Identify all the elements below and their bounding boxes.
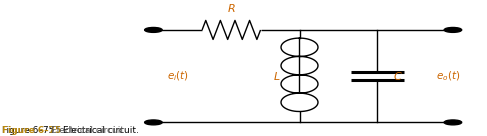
Text: Figure 6–75   Electrical circuit.: Figure 6–75 Electrical circuit. [2, 126, 139, 135]
Text: Figure 6–75: Figure 6–75 [2, 126, 62, 135]
Text: $L$: $L$ [274, 70, 281, 82]
Circle shape [444, 120, 462, 125]
Circle shape [145, 120, 162, 125]
Text: Electrical circuit.: Electrical circuit. [51, 126, 127, 135]
Text: $R$: $R$ [226, 2, 235, 14]
Text: $e_o(t)$: $e_o(t)$ [436, 69, 460, 83]
Text: $e_i(t)$: $e_i(t)$ [167, 69, 189, 83]
Text: $C$: $C$ [393, 70, 403, 82]
Circle shape [145, 27, 162, 32]
Circle shape [444, 27, 462, 32]
